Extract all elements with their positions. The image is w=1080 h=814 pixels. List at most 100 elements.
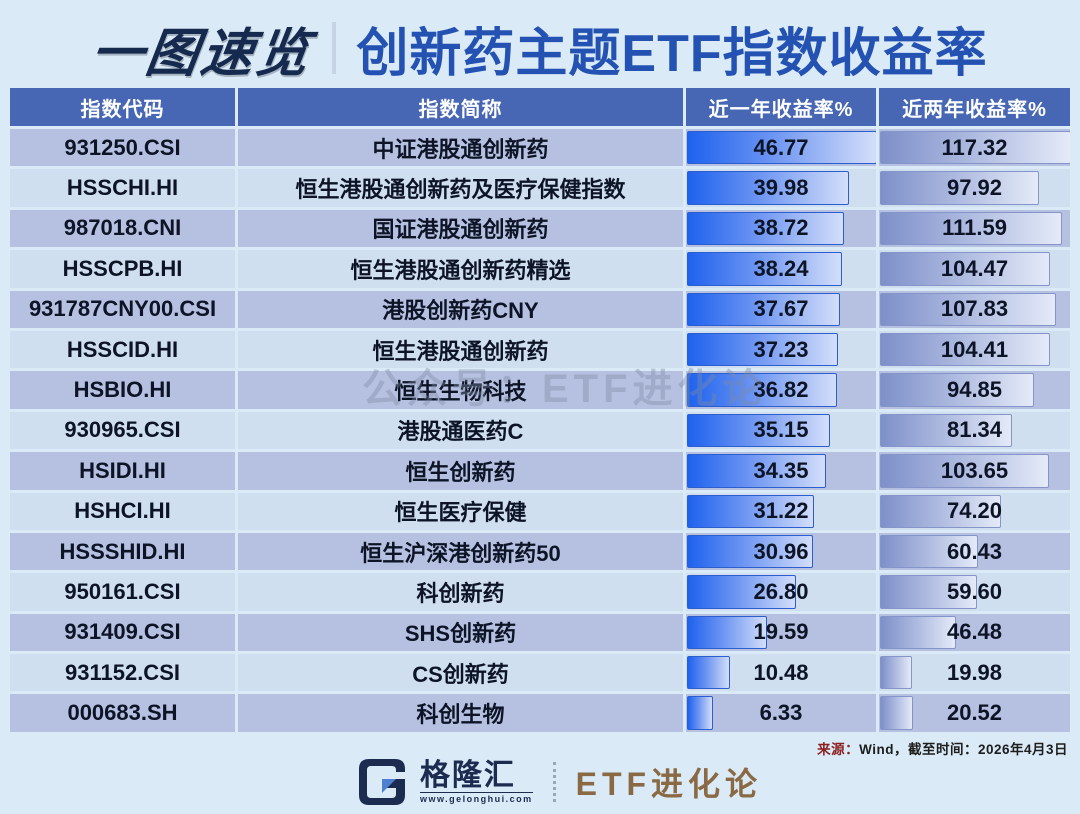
- index-code-cell: HSHCI.HI: [10, 492, 235, 530]
- table-row: 950161.CSI 科创新药 26.80 59.60: [10, 573, 1070, 611]
- index-code-cell: HSSSHID.HI: [10, 532, 235, 571]
- table-row: 000683.SH 科创生物 6.33 20.52: [10, 694, 1070, 732]
- index-name-cell: 港股创新药CNY: [238, 290, 683, 328]
- return-1y-cell: 37.67: [686, 290, 876, 328]
- table-row: 930965.CSI 港股通医药C 35.15 81.34: [10, 411, 1070, 450]
- return-2y-value: 104.41: [940, 336, 1009, 362]
- index-name-cell: 恒生医疗保健: [238, 492, 683, 530]
- index-code-cell: 931152.CSI: [10, 654, 235, 692]
- return-1y-bar: [687, 373, 837, 407]
- return-1y-cell: 39.98: [686, 169, 876, 207]
- return-1y-cell: 31.22: [686, 492, 876, 530]
- index-name-cell: 恒生创新药: [238, 452, 683, 490]
- index-code-cell: HSSCPB.HI: [10, 250, 235, 288]
- index-name-cell: 恒生港股通创新药: [238, 330, 683, 369]
- return-1y-value: 38.24: [753, 255, 809, 281]
- return-2y-bar: [880, 373, 1035, 407]
- return-2y-cell: 20.52: [879, 694, 1070, 732]
- index-name-cell: 恒生港股通创新药及医疗保健指数: [238, 169, 683, 207]
- returns-table: 指数代码 指数简称 近一年收益率% 近两年收益率% 931250.CSI 中证港股…: [10, 88, 1070, 732]
- return-2y-cell: 111.59: [879, 209, 1070, 248]
- index-name-cell: 港股通医药C: [238, 411, 683, 450]
- page-title: 一图速览 创新药主题ETF指数收益率: [0, 0, 1080, 86]
- table-row: HSHCI.HI 恒生医疗保健 31.22 74.20: [10, 492, 1070, 530]
- return-1y-cell: 30.96: [686, 532, 876, 571]
- source-note: 来源：Wind，截至时间：2026年4月3日: [817, 738, 1068, 758]
- return-2y-bar: [880, 131, 1070, 165]
- return-2y-bar: [880, 211, 1062, 246]
- header-return-2y: 近两年收益率%: [879, 88, 1070, 126]
- return-2y-cell: 104.41: [879, 330, 1070, 369]
- header-index-code: 指数代码: [10, 88, 235, 126]
- index-name-cell: 恒生生物科技: [238, 371, 683, 409]
- index-code-cell: HSSCID.HI: [10, 330, 235, 369]
- return-1y-cell: 19.59: [686, 613, 876, 652]
- return-2y-value: 81.34: [946, 417, 1003, 443]
- return-2y-cell: 97.92: [879, 169, 1070, 207]
- return-2y-bar: [880, 171, 1040, 205]
- return-1y-bar: [687, 171, 850, 205]
- return-1y-value: 37.67: [753, 296, 809, 322]
- return-1y-cell: 46.77: [686, 129, 876, 167]
- index-code-cell: HSBIO.HI: [10, 371, 235, 409]
- index-code-cell: 000683.SH: [10, 694, 235, 732]
- return-2y-cell: 81.34: [879, 411, 1070, 450]
- return-2y-bar: [880, 252, 1050, 286]
- return-1y-bar: [687, 494, 814, 528]
- table-row: HSSCPB.HI 恒生港股通创新药精选 38.24 104.47: [10, 250, 1070, 288]
- index-name-cell: 恒生沪深港创新药50: [238, 532, 683, 571]
- index-name-cell: CS创新药: [238, 654, 683, 692]
- return-1y-bar: [687, 211, 845, 246]
- return-2y-bar: [880, 292, 1056, 326]
- index-name-cell: SHS创新药: [238, 613, 683, 652]
- return-1y-value: 10.48: [753, 659, 809, 685]
- index-code-cell: 930965.CSI: [10, 411, 235, 450]
- return-1y-bar: [687, 656, 730, 690]
- table-row: 931787CNY00.CSI 港股创新药CNY 37.67 107.83: [10, 290, 1070, 328]
- index-name-cell: 恒生港股通创新药精选: [238, 250, 683, 288]
- return-1y-bar: [687, 332, 839, 367]
- return-2y-cell: 104.47: [879, 250, 1070, 288]
- return-1y-bar: [687, 131, 876, 165]
- return-1y-value: 35.15: [753, 417, 809, 443]
- index-name-cell: 国证港股通创新药: [238, 209, 683, 248]
- return-1y-cell: 38.24: [686, 250, 876, 288]
- return-2y-value: 20.52: [946, 700, 1003, 726]
- return-1y-value: 37.23: [753, 336, 809, 362]
- index-code-cell: 931787CNY00.CSI: [10, 290, 235, 328]
- return-1y-cell: 37.23: [686, 330, 876, 369]
- index-code-cell: 987018.CNI: [10, 209, 235, 248]
- return-2y-bar: [880, 332, 1050, 367]
- title-badge: 一图速览: [87, 24, 316, 83]
- table-body: 931250.CSI 中证港股通创新药 46.77 117.32 HSSCHI.HI 恒生…: [10, 129, 1070, 732]
- return-2y-value: 46.48: [946, 619, 1003, 645]
- table-row: 931409.CSI SHS创新药 19.59 46.48: [10, 613, 1070, 652]
- index-code-cell: 931409.CSI: [10, 613, 235, 652]
- return-1y-cell: 38.72: [686, 209, 876, 248]
- return-2y-value: 94.85: [946, 377, 1003, 403]
- source-label: 来源：: [817, 742, 860, 757]
- return-1y-value: 36.82: [753, 377, 809, 403]
- index-name-cell: 科创新药: [238, 573, 683, 611]
- return-2y-value: 59.60: [946, 578, 1003, 604]
- source-text: Wind，截至时间：2026年4月3日: [859, 742, 1068, 757]
- return-2y-cell: 46.48: [879, 613, 1070, 652]
- brand-url: www.gelonghui.com: [419, 792, 533, 805]
- table-row: 931152.CSI CS创新药 10.48 19.98: [10, 654, 1070, 692]
- return-1y-value: 19.59: [753, 619, 809, 645]
- index-name-cell: 科创生物: [238, 694, 683, 732]
- return-1y-bar: [687, 454, 827, 488]
- return-2y-value: 97.92: [946, 175, 1003, 201]
- brand-etf-label: ETF进化论: [575, 766, 763, 802]
- return-2y-bar: [880, 656, 913, 690]
- index-code-cell: HSSCHI.HI: [10, 169, 235, 207]
- return-2y-value: 111.59: [942, 215, 1007, 241]
- return-2y-value: 104.47: [940, 255, 1009, 281]
- return-1y-bar: [687, 534, 813, 569]
- return-2y-value: 74.20: [946, 498, 1003, 524]
- return-1y-value: 34.35: [753, 457, 809, 483]
- title-main: 创新药主题ETF指数收益率: [356, 24, 988, 83]
- return-2y-value: 117.32: [941, 134, 1008, 160]
- return-1y-cell: 35.15: [686, 411, 876, 450]
